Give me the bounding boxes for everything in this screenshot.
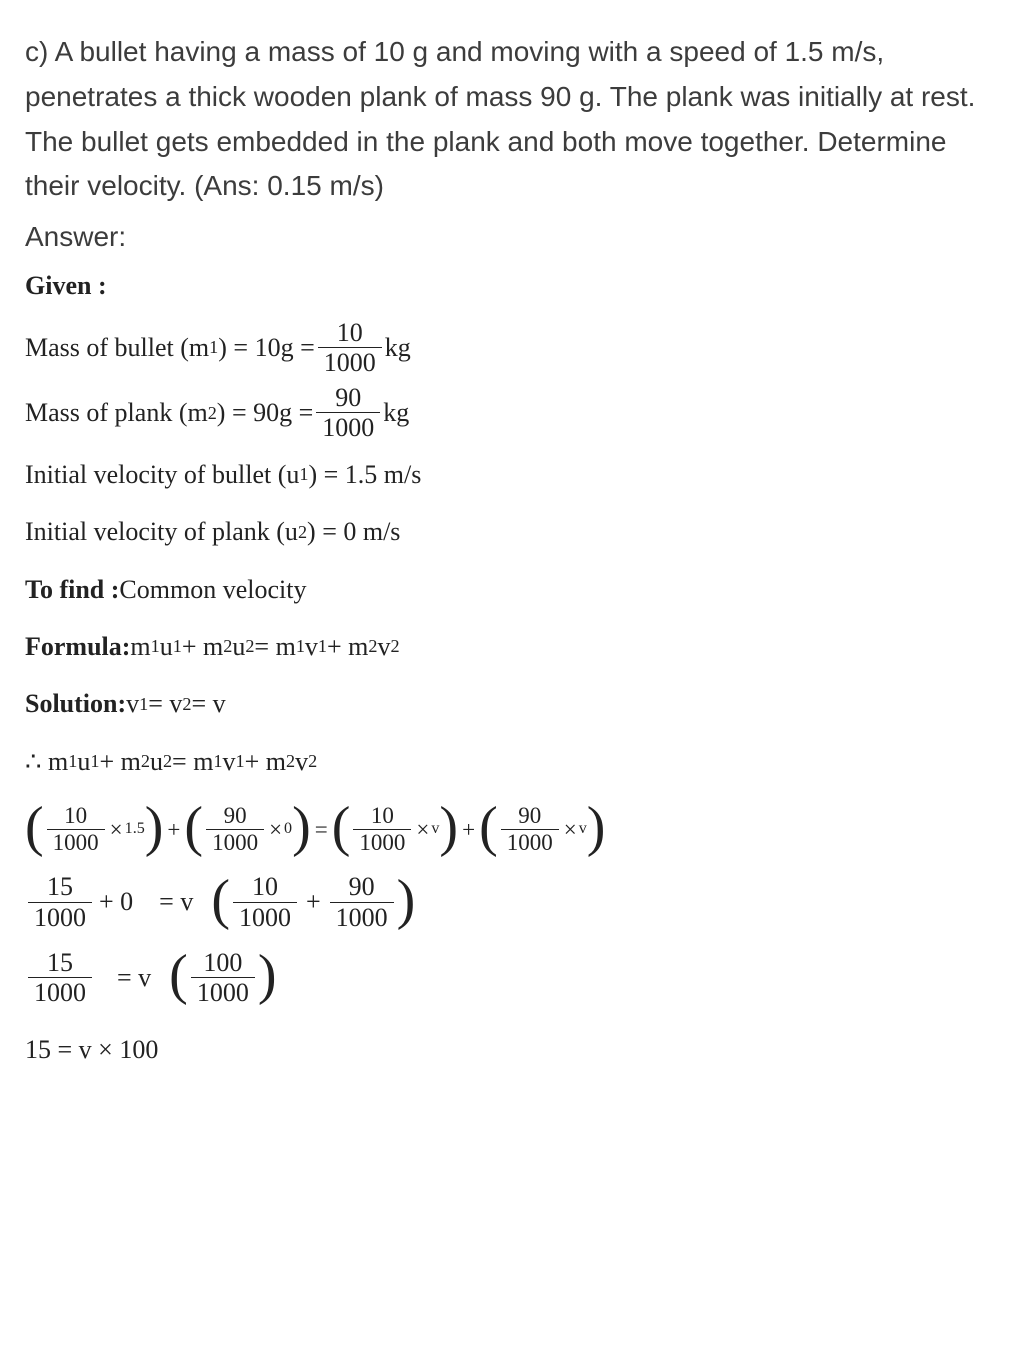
final-step: 15 = v × 100 bbox=[25, 1025, 999, 1074]
question-label: c) bbox=[25, 36, 48, 67]
fraction: 10 1000 bbox=[318, 319, 382, 377]
simplify-step-1: 151000 + 0 = v ( 101000 + 901000 ) bbox=[25, 873, 999, 931]
substitution-step: ( 101000 ×1.5 ) + ( 901000 ×0 ) = ( 1010… bbox=[25, 804, 999, 855]
given-u2: Initial velocity of plank (u2) = 0 m/s bbox=[25, 507, 999, 556]
solution-work: Given : Mass of bullet (m1) = 10g = 10 1… bbox=[25, 261, 999, 1074]
simplify-step-2: 151000 = v ( 1001000 ) bbox=[25, 949, 999, 1007]
given-m1: Mass of bullet (m1) = 10g = 10 1000 kg bbox=[25, 319, 999, 377]
given-u1: Initial velocity of bullet (u1) = 1.5 m/… bbox=[25, 450, 999, 499]
question-text: A bullet having a mass of 10 g and movin… bbox=[25, 36, 975, 201]
solution-row: Solution: v1 = v2 = v bbox=[25, 679, 999, 728]
fraction: 90 1000 bbox=[316, 384, 380, 442]
to-find: To find : Common velocity bbox=[25, 565, 999, 614]
given-m2: Mass of plank (m2) = 90g = 90 1000 kg bbox=[25, 384, 999, 442]
question-block: c) A bullet having a mass of 10 g and mo… bbox=[25, 30, 999, 209]
given-heading: Given : bbox=[25, 261, 999, 310]
answer-heading: Answer: bbox=[25, 221, 999, 253]
therefore-row: ∴ m1u1 + m2u2 = m1v1 + m2v2 bbox=[25, 737, 999, 786]
formula-row: Formula: m1u1 + m2u2 = m1v1 + m2v2 bbox=[25, 622, 999, 671]
